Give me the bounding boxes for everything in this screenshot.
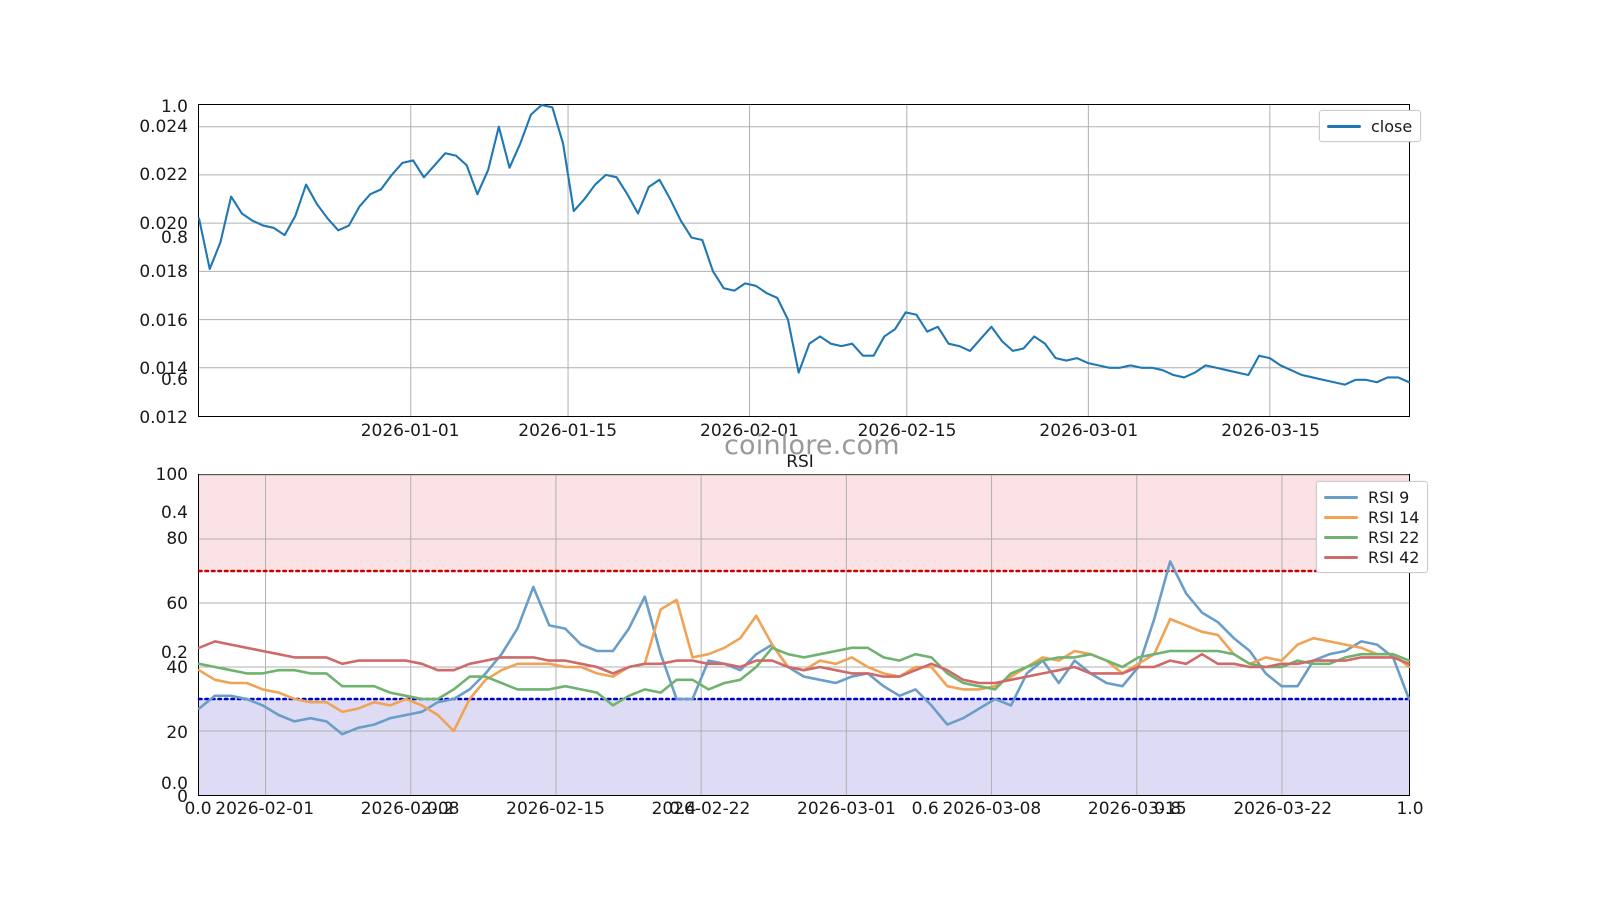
rsi-legend: RSI 9 RSI 14 RSI 22 RSI 42 xyxy=(1316,481,1429,573)
price-y-tick: 0.018 xyxy=(139,262,188,283)
rsi-chart-panel xyxy=(197,474,1411,796)
rsi-x-tick: 2026-02-15 xyxy=(506,799,605,819)
rsi-x-tick: 2026-03-22 xyxy=(1233,799,1333,819)
rsi-y-tick: 40 xyxy=(166,658,188,679)
legend-item[interactable]: RSI 9 xyxy=(1324,487,1419,507)
price-y-tick: 0.014 xyxy=(139,359,188,380)
price-y-tick-secondary: 1.0 xyxy=(160,97,188,117)
rsi-x-tick: 2026-02-08 xyxy=(360,799,460,819)
legend-label: RSI 9 xyxy=(1368,487,1410,507)
price-y-tick: 0.020 xyxy=(139,213,188,234)
price-x-tick: 2026-03-01 xyxy=(1039,421,1139,441)
legend-item[interactable]: close xyxy=(1327,116,1412,136)
legend-color-swatch xyxy=(1324,535,1358,539)
rsi-y-tick-secondary: 0.2 xyxy=(160,643,188,663)
legend-color-swatch xyxy=(1327,124,1361,128)
legend-item[interactable]: RSI 22 xyxy=(1324,527,1419,547)
legend-item[interactable]: RSI 42 xyxy=(1324,547,1419,567)
legend-label: RSI 14 xyxy=(1368,507,1420,527)
price-y-tick: 0.012 xyxy=(139,408,188,428)
rsi-x-tick: 2026-02-22 xyxy=(651,799,751,819)
rsi-x-tick-secondary: 1.0 xyxy=(1396,799,1424,819)
legend-color-swatch xyxy=(1324,515,1358,519)
rsi-x-tick-secondary: 0.4 xyxy=(669,799,697,819)
legend-label: close xyxy=(1371,116,1413,136)
legend-color-swatch xyxy=(1324,495,1358,499)
legend-label: RSI 42 xyxy=(1368,547,1420,567)
rsi-y-tick-secondary: 0.0 xyxy=(160,774,188,794)
rsi-x-tick-secondary: 0.2 xyxy=(426,799,454,819)
rsi-x-tick-secondary: 0.8 xyxy=(1154,799,1182,819)
legend-label: RSI 22 xyxy=(1368,527,1420,547)
rsi-plot-area xyxy=(197,474,1411,795)
rsi-y-tick-secondary: 0.4 xyxy=(160,503,188,523)
rsi-panel-title: RSI xyxy=(786,452,814,472)
rsi-y-tick: 80 xyxy=(166,529,188,550)
legend-color-swatch xyxy=(1324,555,1358,559)
legend-item[interactable]: RSI 14 xyxy=(1324,507,1419,527)
price-y-tick: 0.022 xyxy=(139,165,188,186)
price-x-tick: 2026-01-15 xyxy=(518,421,618,441)
price-y-tick-secondary: 0.6 xyxy=(160,370,188,390)
rsi-x-tick: 2026-02-01 xyxy=(215,799,315,819)
rsi-x-tick: 2026-03-08 xyxy=(942,799,1042,819)
price-y-tick: 0.024 xyxy=(139,116,188,137)
rsi-x-tick-secondary: 0.6 xyxy=(911,799,939,819)
rsi-y-tick: 20 xyxy=(166,722,188,743)
rsi-x-tick: 2026-03-01 xyxy=(797,799,896,819)
price-x-tick: 2026-02-15 xyxy=(857,421,957,441)
price-y-tick: 0.016 xyxy=(139,310,188,331)
rsi-y-tick: 0 xyxy=(177,787,188,807)
price-plot-area xyxy=(197,103,1411,416)
price-y-tick-secondary: 0.8 xyxy=(160,228,188,248)
price-legend: close xyxy=(1319,110,1422,142)
price-x-tick: 2026-01-01 xyxy=(360,421,460,441)
rsi-x-tick: 2026-03-15 xyxy=(1087,799,1187,819)
rsi-y-tick: 60 xyxy=(166,593,188,614)
price-x-tick: 2026-02-01 xyxy=(700,421,799,441)
rsi-x-tick-secondary: 0.0 xyxy=(184,799,212,819)
rsi-y-tick: 100 xyxy=(155,465,188,485)
price-chart-panel xyxy=(197,103,1411,417)
watermark: coinlore.com xyxy=(724,430,900,461)
price-x-tick: 2026-03-15 xyxy=(1221,421,1320,441)
